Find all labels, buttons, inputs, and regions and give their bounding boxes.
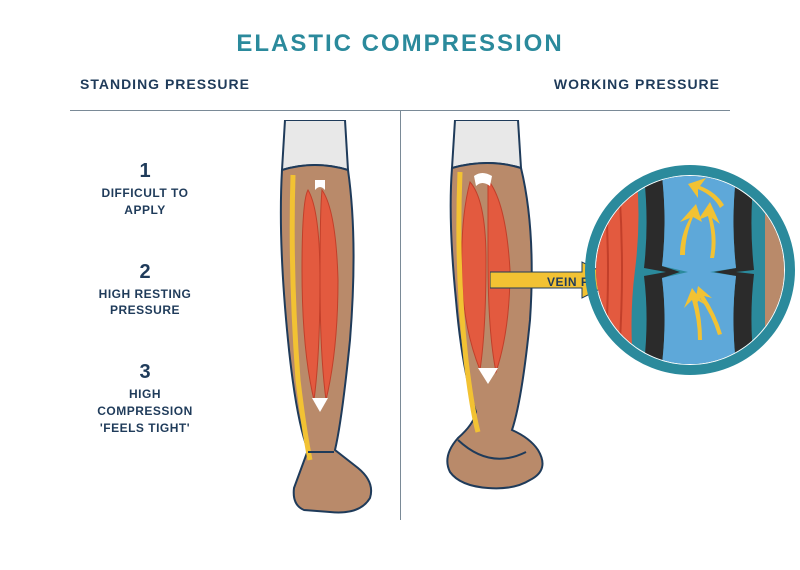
leg-working-illustration bbox=[410, 120, 580, 520]
point-text: DIFFICULT TOAPPLY bbox=[80, 185, 210, 219]
point-3: 3 HIGHCOMPRESSION'FEELS TIGHT' bbox=[80, 361, 210, 436]
vertical-divider bbox=[400, 110, 401, 520]
main-title: ELASTIC COMPRESSION bbox=[0, 0, 800, 58]
right-header: WORKING PRESSURE bbox=[554, 76, 720, 92]
vein-detail-circle bbox=[580, 160, 800, 380]
point-2: 2 HIGH RESTINGPRESSURE bbox=[80, 261, 210, 320]
point-number: 1 bbox=[80, 160, 210, 183]
subheaders: STANDING PRESSURE WORKING PRESSURE bbox=[0, 58, 800, 98]
points-list: 1 DIFFICULT TOAPPLY 2 HIGH RESTINGPRESSU… bbox=[80, 160, 210, 479]
point-number: 2 bbox=[80, 261, 210, 284]
point-text: HIGH RESTINGPRESSURE bbox=[80, 286, 210, 320]
point-number: 3 bbox=[80, 361, 210, 384]
point-1: 1 DIFFICULT TOAPPLY bbox=[80, 160, 210, 219]
left-header: STANDING PRESSURE bbox=[80, 76, 250, 92]
leg-standing-illustration bbox=[230, 120, 400, 520]
point-text: HIGHCOMPRESSION'FEELS TIGHT' bbox=[80, 386, 210, 436]
